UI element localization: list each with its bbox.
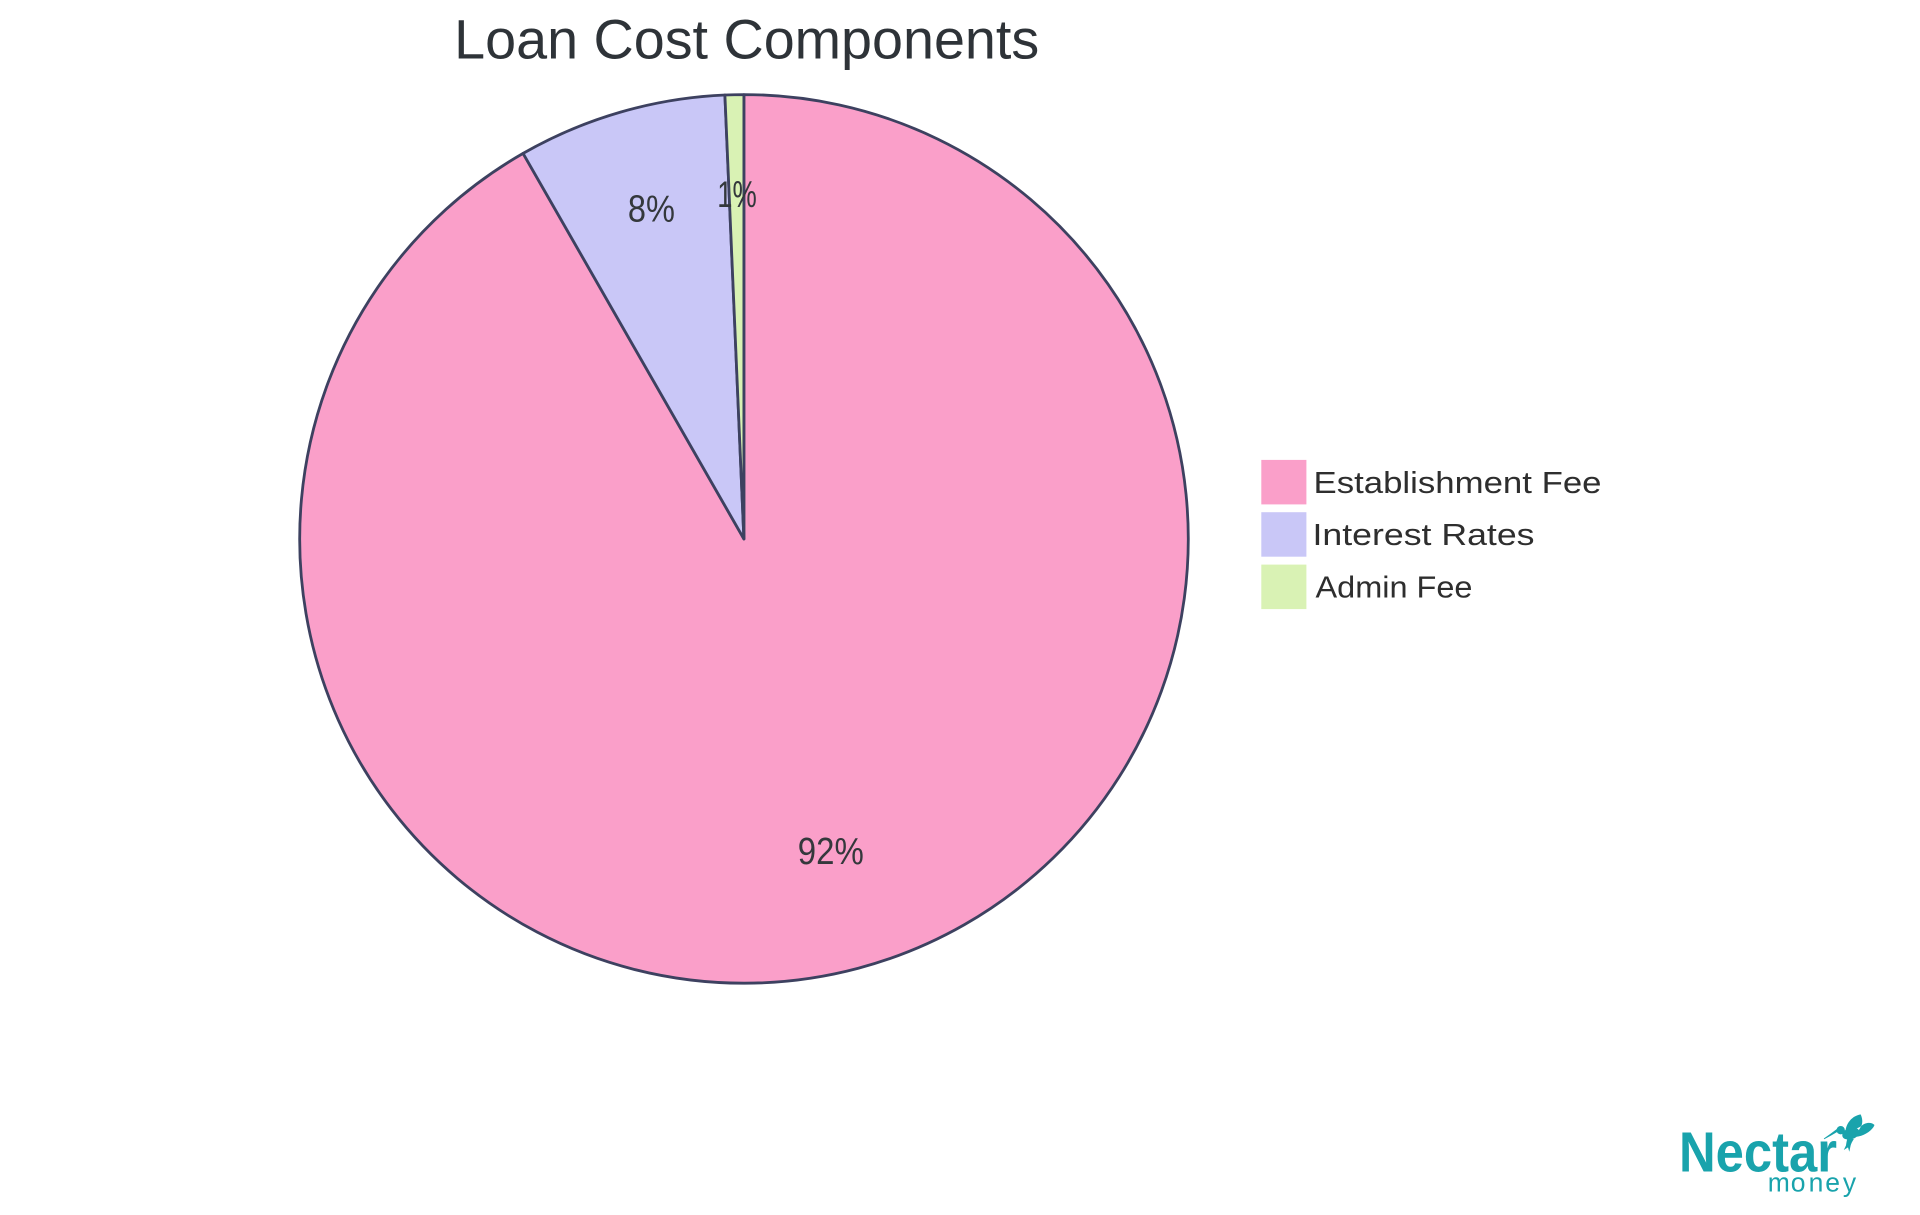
svg-text:y: y (1843, 1168, 1857, 1198)
svg-text:m: m (1768, 1168, 1790, 1198)
svg-text:1%: 1% (717, 173, 757, 215)
svg-text:o: o (1791, 1168, 1806, 1198)
svg-text:Interest Rates: Interest Rates (1313, 517, 1535, 552)
svg-text:Nectar: Nectar (1679, 1121, 1837, 1185)
svg-text:n: n (1809, 1168, 1824, 1198)
svg-text:Admin Fee: Admin Fee (1316, 569, 1473, 604)
svg-text:e: e (1825, 1168, 1840, 1198)
svg-text:8%: 8% (628, 188, 675, 231)
svg-text:92%: 92% (798, 830, 864, 873)
svg-text:Loan Cost Components: Loan Cost Components (454, 9, 1039, 71)
svg-text:Establishment Fee: Establishment Fee (1314, 465, 1602, 500)
